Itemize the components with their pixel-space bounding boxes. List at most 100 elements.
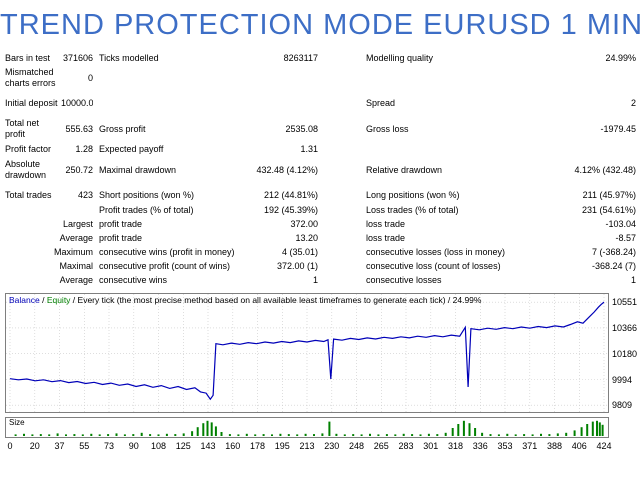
metric-value: -8.57: [615, 232, 636, 243]
balance-chart: Balance / Equity / Every tick (the most …: [5, 293, 609, 413]
metric-label: Total trades: [5, 190, 52, 200]
row-group-label: Maximal: [59, 260, 93, 271]
row-group-label: Maximum: [53, 246, 93, 257]
x-axis-label: 301: [423, 441, 439, 451]
metric-label: loss trade: [366, 232, 406, 243]
x-axis-label: 108: [150, 441, 167, 451]
metric-label: consecutive losses: [366, 274, 442, 285]
metric-label: consecutive losses (loss in money): [366, 246, 506, 257]
x-axis-label: 90: [128, 441, 139, 451]
legend-balance-label: Balance: [9, 295, 40, 305]
legend-method-text: / Every tick (the most precise method ba…: [70, 295, 482, 305]
metric-value: 250.72: [65, 164, 93, 175]
metric-label: Profit trades (% of total): [99, 205, 194, 215]
metric-value: 432.48 (4.12%): [256, 164, 318, 175]
metric-value: 372.00: [290, 218, 318, 229]
metric-label: consecutive wins (profit in money): [99, 246, 235, 257]
metric-label: Modelling quality: [366, 53, 434, 63]
x-axis-label: 125: [175, 441, 191, 451]
volume-bars-plot: [14, 420, 604, 436]
page-title: TREND PROTECTION MODE EURUSD 1 MIN: [0, 9, 640, 41]
y-axis-label: 10180: [612, 349, 638, 359]
metric-value: 211 (45.97%): [582, 190, 636, 200]
metric-label: Gross profit: [99, 123, 146, 134]
x-axis-label: 213: [299, 441, 315, 451]
metric-label: Ticks modelled: [99, 53, 159, 63]
metric-value: 555.63: [65, 123, 93, 134]
x-axis-label: 283: [398, 441, 414, 451]
report-row: Absolute drawdown 250.72 Maximal drawdown 4…: [5, 159, 636, 181]
x-axis-label: 230: [324, 441, 340, 451]
x-axis-label: 406: [571, 441, 587, 451]
metric-value: 4 (35.01): [281, 246, 318, 257]
metric-label: loss trade: [366, 218, 406, 229]
x-axis-label: 424: [596, 441, 612, 451]
report-row: Total trades 423 Short positions (won %) 21…: [5, 189, 636, 202]
metric-label: Bars in test: [5, 53, 51, 63]
report-row: Maximal consecutive profit (count of wins…: [5, 259, 636, 273]
y-axis-label: 10366: [612, 323, 638, 333]
metric-value: 212 (44.81%): [263, 190, 318, 200]
x-axis-label: 0: [7, 441, 13, 451]
metric-value: 1: [312, 274, 318, 285]
row-group-label: Largest: [62, 218, 93, 229]
metric-label: Absolute drawdown: [5, 159, 47, 180]
row-group-label: Average: [59, 274, 93, 285]
metric-label: profit trade: [99, 218, 143, 229]
y-axis-label: 9994: [612, 375, 633, 385]
x-axis-label: 55: [79, 441, 90, 451]
metric-label: Gross loss: [366, 123, 409, 134]
volume-panel-label: Size: [9, 418, 25, 427]
metric-label: Initial deposit: [5, 98, 58, 108]
metric-label: consecutive wins: [99, 274, 168, 285]
metric-label: Spread: [366, 98, 396, 108]
report-table: Bars in test 371606 Ticks modelled 8263117 M…: [5, 52, 636, 287]
report-row: Total net profit 555.63 Gross profit 2535.0…: [5, 118, 636, 140]
balance-line-plot: [6, 294, 608, 412]
x-axis-label: 37: [54, 441, 65, 451]
metric-label: consecutive loss (count of losses): [366, 260, 501, 271]
report-row: Profit trades (% of total) 192 (45.39%) Lo…: [5, 204, 636, 217]
legend-equity-label: Equity: [46, 295, 71, 305]
metric-value: -103.04: [605, 218, 636, 229]
metric-value: 8263117: [283, 53, 318, 63]
report-row: Bars in test 371606 Ticks modelled 8263117 M…: [5, 52, 636, 65]
legend-separator: /: [39, 295, 47, 305]
metric-label: consecutive profit (count of wins): [99, 260, 231, 271]
x-axis-label: 143: [200, 441, 216, 451]
metric-label: Maximal drawdown: [99, 164, 177, 175]
metric-label: Long positions (won %): [366, 190, 460, 200]
metric-value: -1979.45: [600, 123, 636, 134]
metric-value: 2535.08: [285, 123, 318, 134]
metric-value: 1.28: [75, 144, 93, 154]
metric-label: Loss trades (% of total): [366, 205, 459, 215]
x-axis-label: 195: [274, 441, 290, 451]
metric-label: profit trade: [99, 232, 143, 243]
metric-value: 13.20: [295, 232, 318, 243]
metric-label: Short positions (won %): [99, 190, 195, 200]
metric-value: 7 (-368.24): [591, 246, 636, 257]
strategy-tester-report: TREND PROTECTION MODE EURUSD 1 MIN Bars …: [0, 6, 640, 451]
metric-value: -368.24 (7): [591, 260, 636, 271]
metric-label: Mismatched charts errors: [5, 67, 56, 88]
x-axis-label: 265: [373, 441, 389, 451]
x-axis-label: 248: [348, 441, 365, 451]
metric-value: 371606: [62, 53, 93, 63]
x-axis-label: 20: [29, 441, 40, 451]
x-axis-label: 318: [447, 441, 464, 451]
metric-value: 192 (45.39%): [263, 205, 318, 215]
x-axis-label: 336: [472, 441, 488, 451]
metric-label: Expected payoff: [99, 144, 164, 154]
metric-value: 423: [77, 190, 93, 200]
metric-value: 10000.00: [61, 98, 93, 108]
y-axis-label: 10551: [612, 297, 638, 307]
metric-value: 372.00 (1): [276, 260, 318, 271]
metric-value: 231 (54.61%): [581, 205, 636, 215]
x-axis-label: 160: [225, 441, 241, 451]
metric-value: 24.99%: [605, 53, 636, 63]
metric-value: 2: [630, 98, 636, 108]
x-axis-label: 73: [103, 441, 115, 451]
report-row: Largest profit trade 372.00 loss trade -103.…: [5, 217, 636, 231]
x-axis-label: 353: [497, 441, 513, 451]
